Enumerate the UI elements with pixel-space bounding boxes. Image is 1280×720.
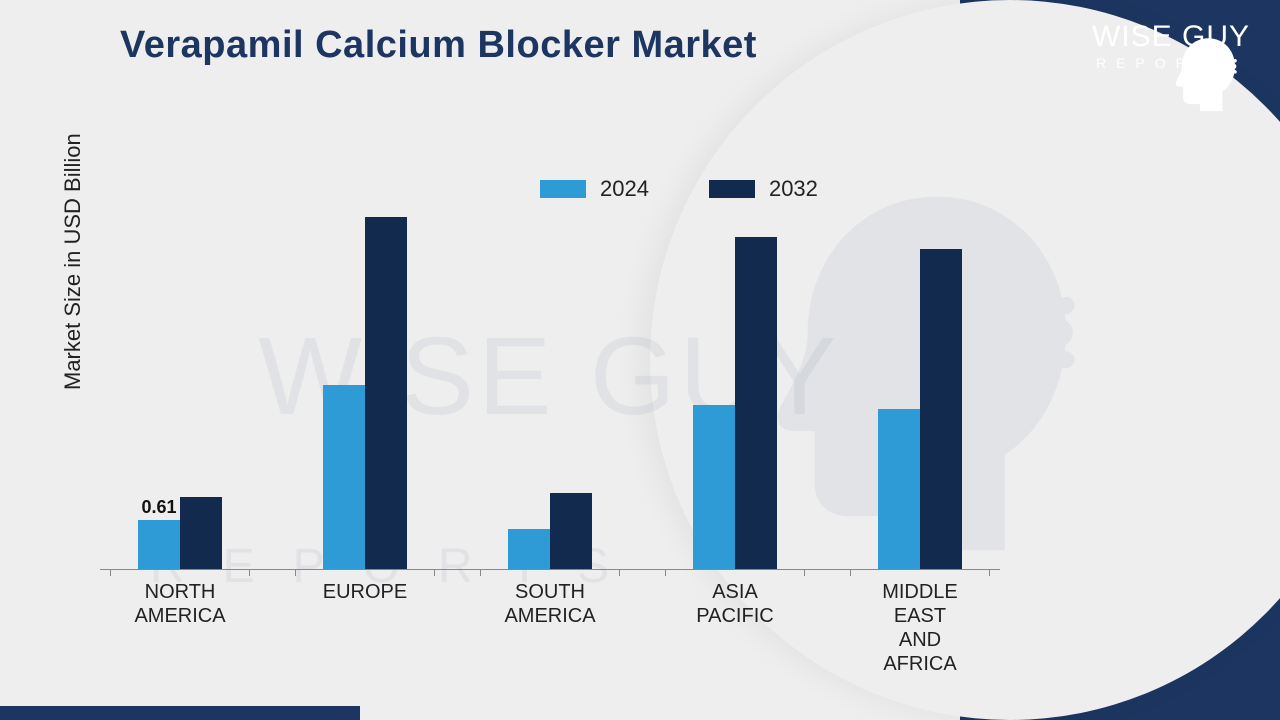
category-label: EUROPE (295, 570, 435, 604)
bar-2024: 0.61 (138, 520, 180, 569)
y-axis-label: Market Size in USD Billion (60, 133, 86, 390)
logo-head-icon (1172, 34, 1242, 114)
bar-2024 (323, 385, 365, 569)
category-label: ASIA PACIFIC (665, 570, 805, 628)
legend-swatch-2032 (709, 180, 755, 198)
legend-swatch-2024 (540, 180, 586, 198)
category-label: MIDDLE EAST AND AFRICA (850, 570, 990, 676)
chart-title: Verapamil Calcium Blocker Market (120, 24, 757, 67)
brand-logo: WISE GUY REPORTS (1092, 22, 1250, 70)
bar-2024 (878, 409, 920, 569)
bar-2024 (693, 405, 735, 569)
infographic-stage: WISE GUY REPORTS Verapamil Calcium Block… (0, 0, 1280, 720)
legend-item-2024: 2024 (540, 176, 649, 202)
bar-2032 (365, 217, 407, 569)
bar-2032 (180, 497, 222, 569)
bar-2032 (920, 249, 962, 569)
bottom-accent-bar (0, 706, 360, 720)
category-label: NORTH AMERICA (110, 570, 250, 628)
bar-2032 (550, 493, 592, 569)
category-label: SOUTH AMERICA (480, 570, 620, 628)
bar-chart: 0.61NORTH AMERICAEUROPESOUTH AMERICAASIA… (100, 210, 1000, 570)
legend-label-2024: 2024 (600, 176, 649, 202)
bar-2032 (735, 237, 777, 569)
bar-value-label: 0.61 (131, 497, 187, 520)
legend-item-2032: 2032 (709, 176, 818, 202)
legend-label-2032: 2032 (769, 176, 818, 202)
legend: 2024 2032 (540, 176, 818, 202)
bar-2024 (508, 529, 550, 569)
